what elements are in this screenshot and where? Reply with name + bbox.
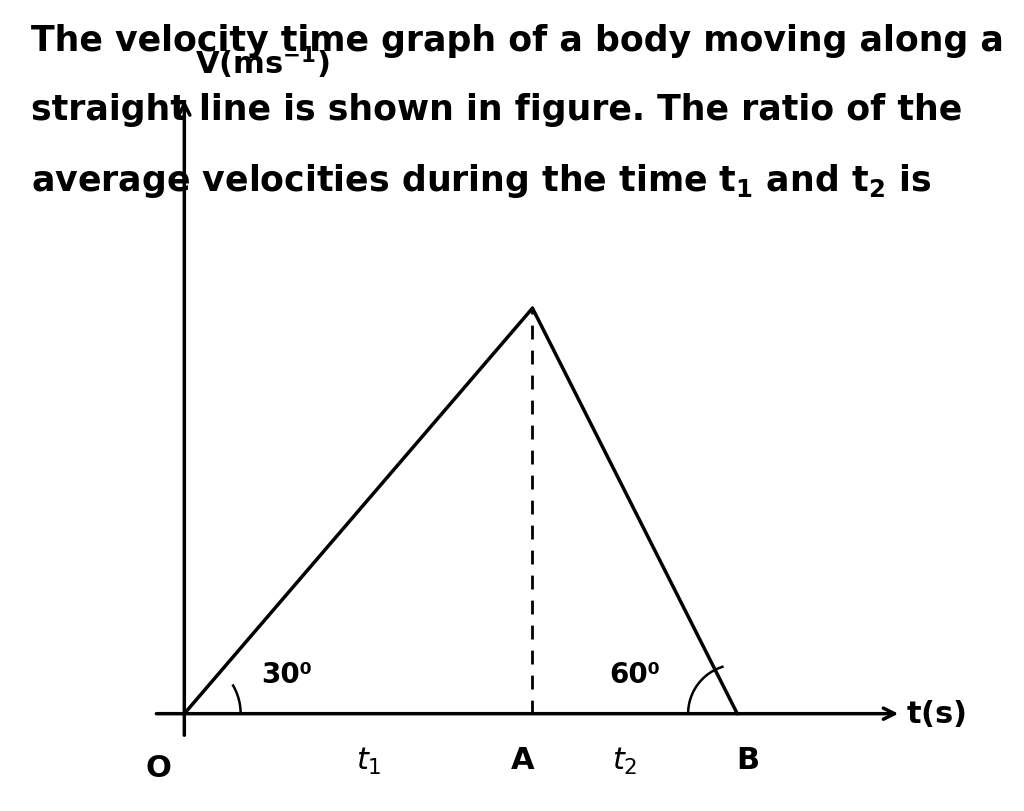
Text: O: O (145, 754, 172, 783)
Text: $\mathbf{V(ms^{-1})}$: $\mathbf{V(ms^{-1})}$ (195, 45, 330, 81)
Text: 30⁰: 30⁰ (261, 661, 312, 689)
Text: $\mathbf{t(s)}$: $\mathbf{t(s)}$ (906, 698, 967, 729)
Text: B: B (736, 746, 759, 775)
Text: $t_1$: $t_1$ (356, 746, 381, 777)
Text: $t_2$: $t_2$ (612, 746, 637, 777)
Text: A: A (510, 746, 535, 775)
Text: The velocity time graph of a body moving along a: The velocity time graph of a body moving… (31, 24, 1004, 58)
Text: 60⁰: 60⁰ (609, 661, 660, 689)
Text: average velocities during the time $\mathregular{t_1}$ and $\mathregular{t_2}$ i: average velocities during the time $\mat… (31, 162, 931, 200)
Text: straight line is shown in figure. The ratio of the: straight line is shown in figure. The ra… (31, 93, 962, 127)
